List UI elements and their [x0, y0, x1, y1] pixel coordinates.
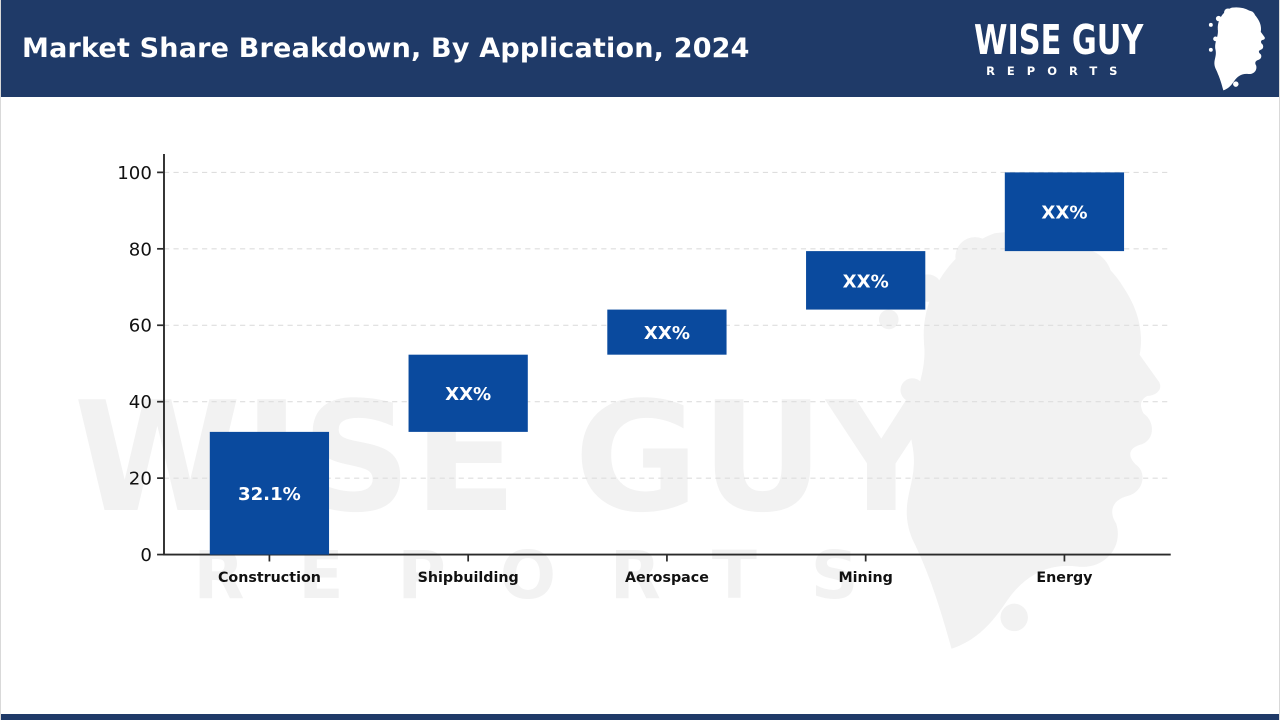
- x-category-label: Shipbuilding: [418, 570, 519, 586]
- y-tick-label: 0: [140, 545, 152, 566]
- logo-wordmark: WISE GUY: [974, 16, 1144, 64]
- y-tick-label: 100: [117, 163, 152, 184]
- bar-energy: [1004, 172, 1125, 252]
- header-bar: Market Share Breakdown, By Application, …: [1, 0, 1279, 97]
- bar-value-label: XX%: [843, 271, 889, 292]
- page-title: Market Share Breakdown, By Application, …: [22, 33, 750, 64]
- chart-canvas: WISE GUY REPORTS 0 20 40 60 80 100 32.1% Constr…: [1, 97, 1279, 714]
- y-tick-label: 60: [129, 316, 152, 337]
- logo-text: WISE GUY REPORTS: [974, 16, 1203, 79]
- bar-value-label: XX%: [445, 384, 491, 405]
- y-tick-label: 20: [129, 469, 152, 490]
- bar-value-label: XX%: [1041, 203, 1087, 224]
- x-category-label: Aerospace: [625, 570, 709, 586]
- waterfall-chart: 0 20 40 60 80 100 32.1% Construction XX% Shipbuil…: [117, 154, 1171, 586]
- bar-mining: [806, 251, 926, 310]
- bar-aerospace: [607, 309, 727, 355]
- bar-shipbuilding: [408, 354, 528, 432]
- y-tick-label: 80: [129, 239, 152, 260]
- x-category-label: Construction: [218, 570, 321, 586]
- logo-subtitle: REPORTS: [986, 64, 1130, 78]
- wise-guy-logo: WISE GUY REPORTS: [974, 4, 1267, 94]
- bar-value-label: XX%: [644, 323, 690, 344]
- y-tick-label: 40: [129, 392, 152, 413]
- bar-value-label: 32.1%: [238, 484, 301, 505]
- x-category-label: Energy: [1036, 570, 1093, 586]
- x-category-label: Mining: [838, 570, 892, 586]
- bar-construction: [209, 431, 330, 555]
- footer-bar: [1, 714, 1279, 720]
